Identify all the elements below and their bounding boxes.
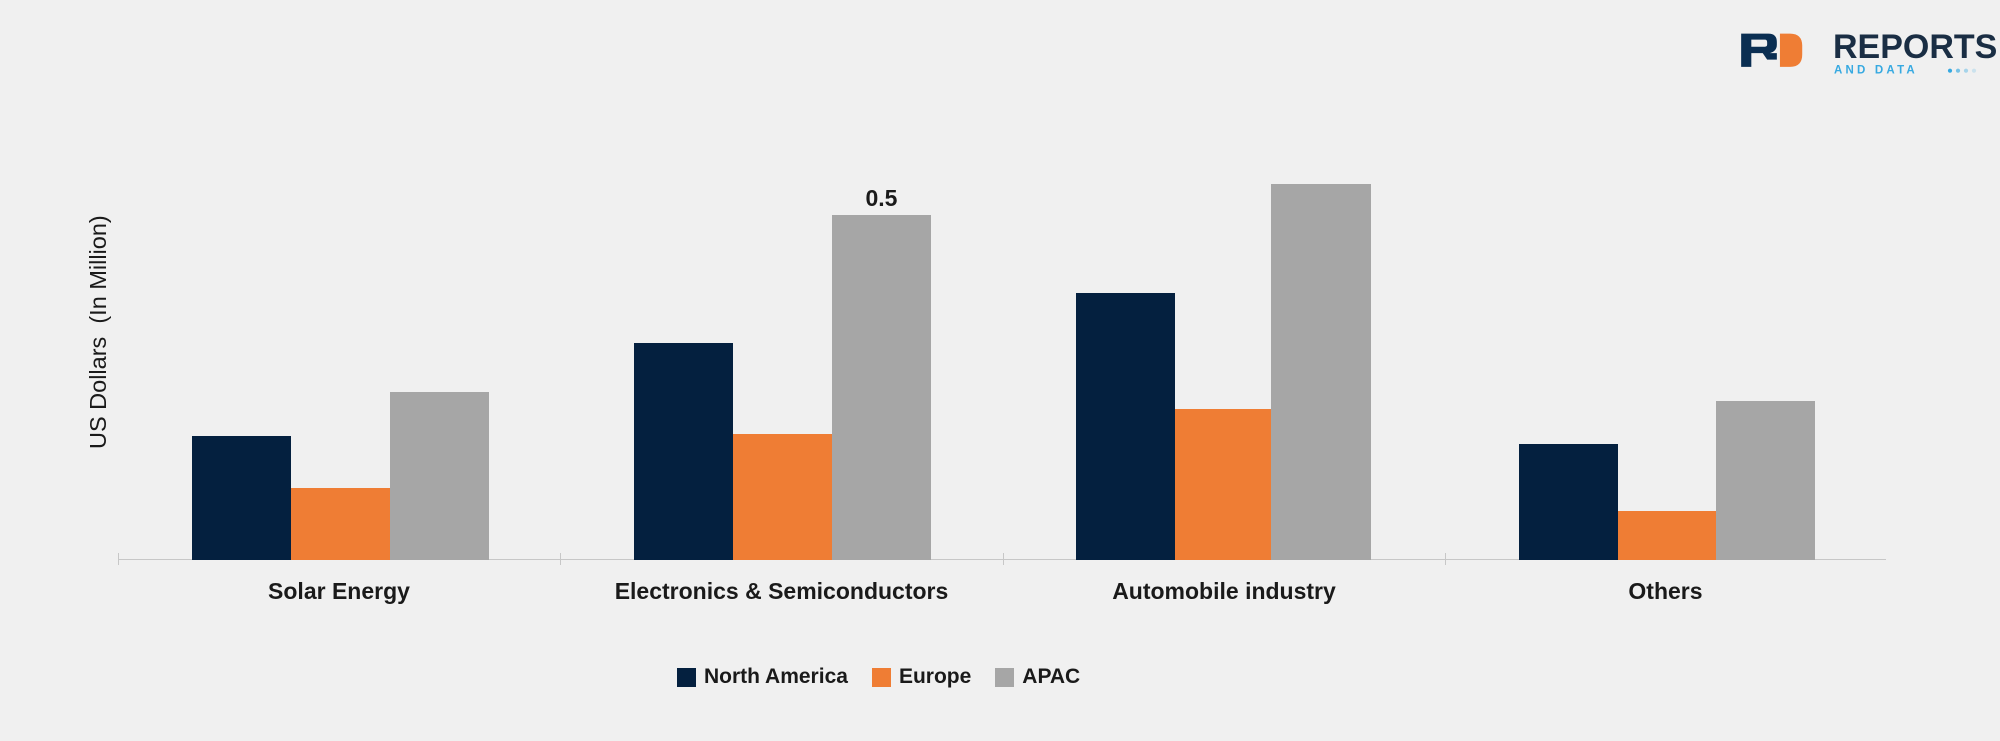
svg-text:REPORTS: REPORTS: [1833, 28, 1997, 66]
svg-text:AND DATA: AND DATA: [1834, 65, 1918, 77]
